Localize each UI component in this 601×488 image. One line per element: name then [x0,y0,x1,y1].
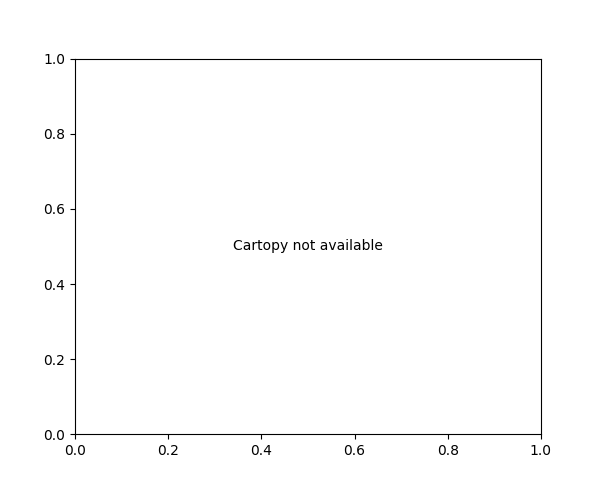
Text: Cartopy not available: Cartopy not available [233,240,383,253]
